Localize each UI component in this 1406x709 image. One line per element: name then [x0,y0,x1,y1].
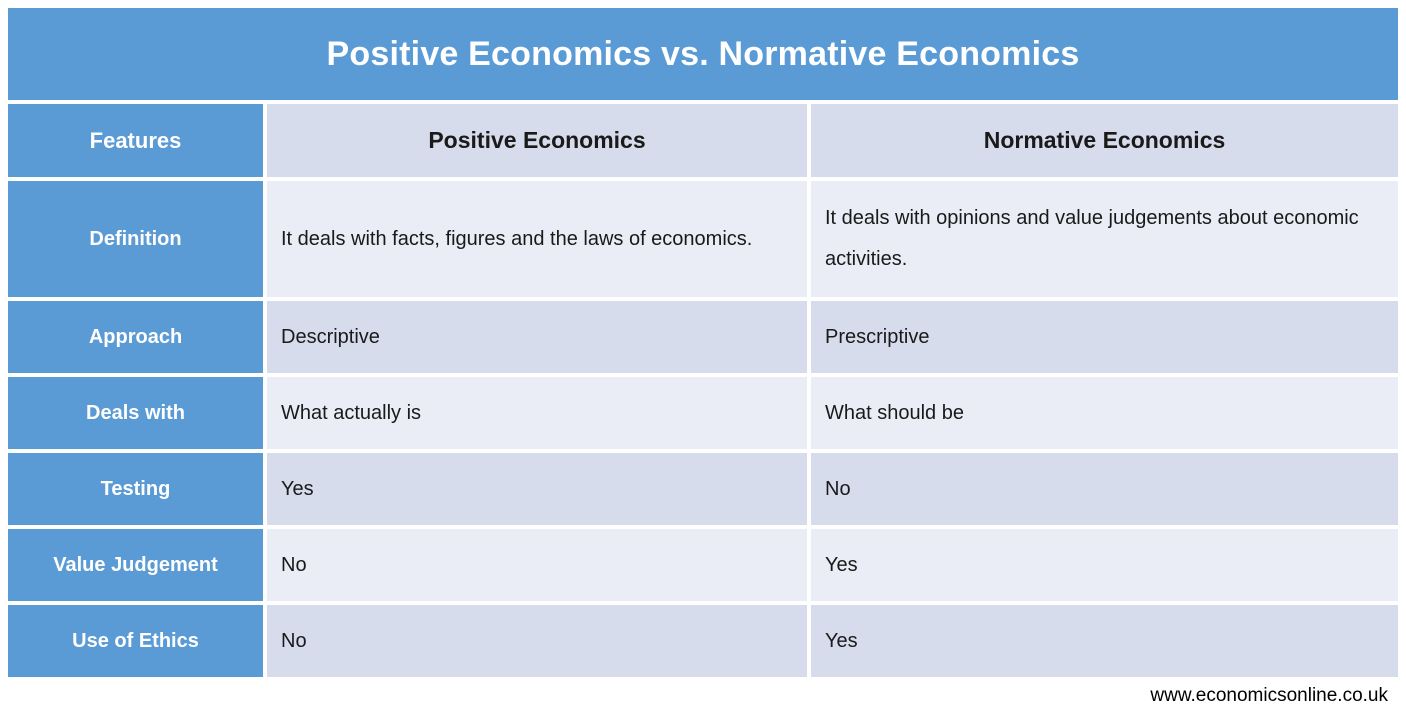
column-header-positive: Positive Economics [267,104,807,177]
table-cell: Descriptive [267,301,807,373]
row-label-deals-with: Deals with [8,377,263,449]
table-cell: It deals with opinions and value judgeme… [811,181,1398,297]
comparison-table: Features Positive Economics Normative Ec… [8,104,1398,677]
row-label-use-of-ethics: Use of Ethics [8,605,263,677]
table-cell: Yes [811,605,1398,677]
table-cell: Yes [811,529,1398,601]
table-cell: No [267,529,807,601]
row-label-approach: Approach [8,301,263,373]
column-header-normative: Normative Economics [811,104,1398,177]
table-cell: Prescriptive [811,301,1398,373]
row-label-testing: Testing [8,453,263,525]
row-label-value-judgement: Value Judgement [8,529,263,601]
website-url: www.economicsonline.co.uk [1150,684,1388,706]
table-cell: What actually is [267,377,807,449]
footer: www.economicsonline.co.uk [8,677,1398,709]
table-cell: No [811,453,1398,525]
table-cell: It deals with facts, figures and the law… [267,181,807,297]
title-banner: Positive Economics vs. Normative Economi… [8,8,1398,100]
column-header-features: Features [8,104,263,177]
table-cell: No [267,605,807,677]
row-label-definition: Definition [8,181,263,297]
page-title: Positive Economics vs. Normative Economi… [326,34,1080,73]
table-cell: Yes [267,453,807,525]
table-cell: What should be [811,377,1398,449]
